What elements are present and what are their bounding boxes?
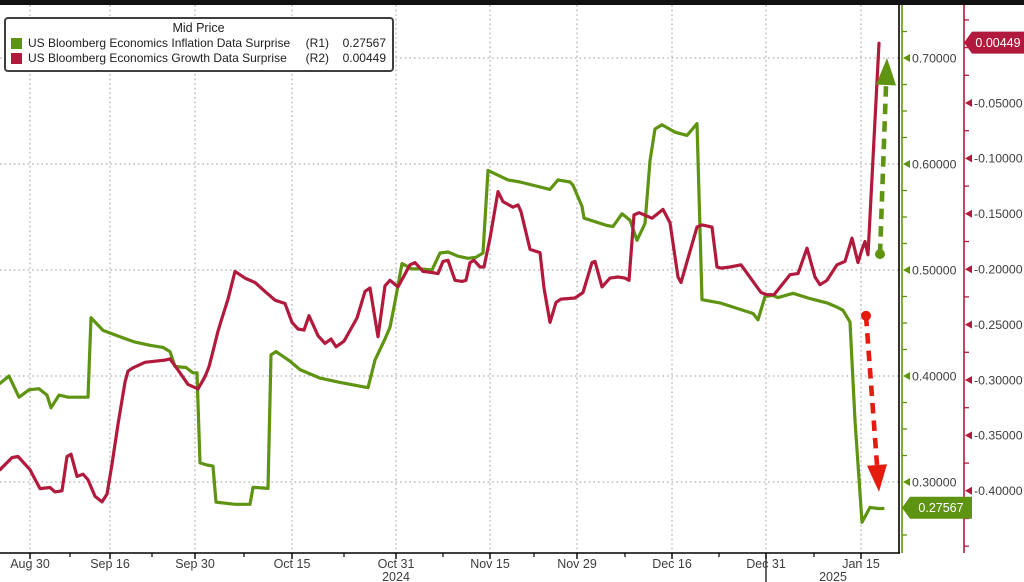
growth-axis-tag: (R2) [305, 51, 329, 65]
r2-tick-label: -0.20000 [974, 263, 1023, 277]
r1-last-value-badge-label: 0.27567 [918, 501, 963, 515]
r1-last-value-badge [902, 496, 972, 519]
r2-tick-label: -0.05000 [974, 96, 1023, 110]
x-axis-label: Sep 30 [175, 557, 215, 571]
x-axis-label: Jan 15 [842, 557, 880, 571]
r1-tick-label: 0.70000 [912, 51, 957, 65]
r2-tick-arrow [965, 320, 972, 329]
inflation-axis-tag: (R1) [305, 36, 329, 50]
chart-top-border [0, 0, 1024, 5]
r2-tick-arrow [965, 486, 972, 495]
growth-swatch [11, 53, 22, 64]
inflation-value: 0.27567 [342, 36, 386, 50]
x-axis-label: Nov 29 [557, 557, 597, 571]
r2-tick-arrow [965, 99, 972, 107]
r2-tick-arrow [965, 431, 972, 440]
x-axis-label: Sep 16 [90, 557, 130, 571]
growth-value: 0.00449 [342, 51, 386, 65]
inflation-up-arrow-shaft [877, 84, 889, 255]
r1-tick-label: 0.40000 [912, 369, 957, 383]
year-label: 2025 [819, 570, 847, 582]
r2-tick-label: -0.30000 [974, 373, 1023, 387]
inflation-swatch [11, 38, 22, 49]
r1-tick-arrow [903, 160, 910, 168]
r2-tick-label: -0.25000 [974, 318, 1023, 332]
r1-tick-arrow [903, 54, 910, 62]
r1-tick-label: 0.50000 [912, 263, 957, 277]
r1-tick-arrow [903, 372, 910, 380]
x-axis-label: Oct 31 [378, 557, 415, 571]
r2-last-value-badge [964, 31, 1024, 54]
r2-tick-label: -0.35000 [974, 429, 1023, 443]
r2-last-value-badge-label: 0.00449 [975, 36, 1020, 50]
r2-tick-arrow [965, 376, 972, 384]
x-axis-label: Nov 15 [470, 557, 510, 571]
legend-row-growth[interactable]: US Bloomberg Economics Growth Data Surpr… [11, 51, 386, 66]
r2-tick-label: -0.40000 [974, 484, 1023, 498]
x-axis-label: Aug 30 [10, 557, 50, 571]
r1-tick-label: 0.60000 [912, 157, 957, 171]
inflation-line[interactable] [0, 122, 885, 524]
r2-tick-arrow [965, 209, 972, 218]
growth-line[interactable] [0, 41, 881, 504]
r1-tick-label: 0.30000 [912, 475, 957, 489]
r2-tick-arrow [965, 154, 972, 163]
r2-tick-label: -0.10000 [974, 152, 1023, 166]
r1-tick-arrow [903, 266, 910, 274]
x-axis-label: Oct 15 [274, 557, 311, 571]
r2-tick-arrow [965, 265, 972, 274]
growth-down-arrow-origin-dot [861, 310, 871, 321]
year-label: 2024 [382, 570, 410, 582]
x-axis-label: Dec 16 [652, 557, 692, 571]
r1-tick-arrow [903, 478, 910, 486]
inflation-up-arrow-origin-dot [875, 249, 885, 260]
growth-down-arrow-head [867, 464, 887, 492]
chart-legend[interactable]: Mid Price US Bloomberg Economics Inflati… [4, 17, 394, 72]
legend-title: Mid Price [172, 21, 225, 35]
growth-label: US Bloomberg Economics Growth Data Surpr… [28, 51, 287, 65]
growth-down-arrow-shaft [863, 315, 880, 466]
x-axis-label: Dec 31 [746, 557, 786, 571]
legend-row-inflation[interactable]: US Bloomberg Economics Inflation Data Su… [11, 36, 386, 51]
inflation-label: US Bloomberg Economics Inflation Data Su… [28, 36, 291, 50]
inflation-up-arrow-head [876, 58, 897, 86]
r2-tick-label: -0.15000 [974, 207, 1023, 221]
